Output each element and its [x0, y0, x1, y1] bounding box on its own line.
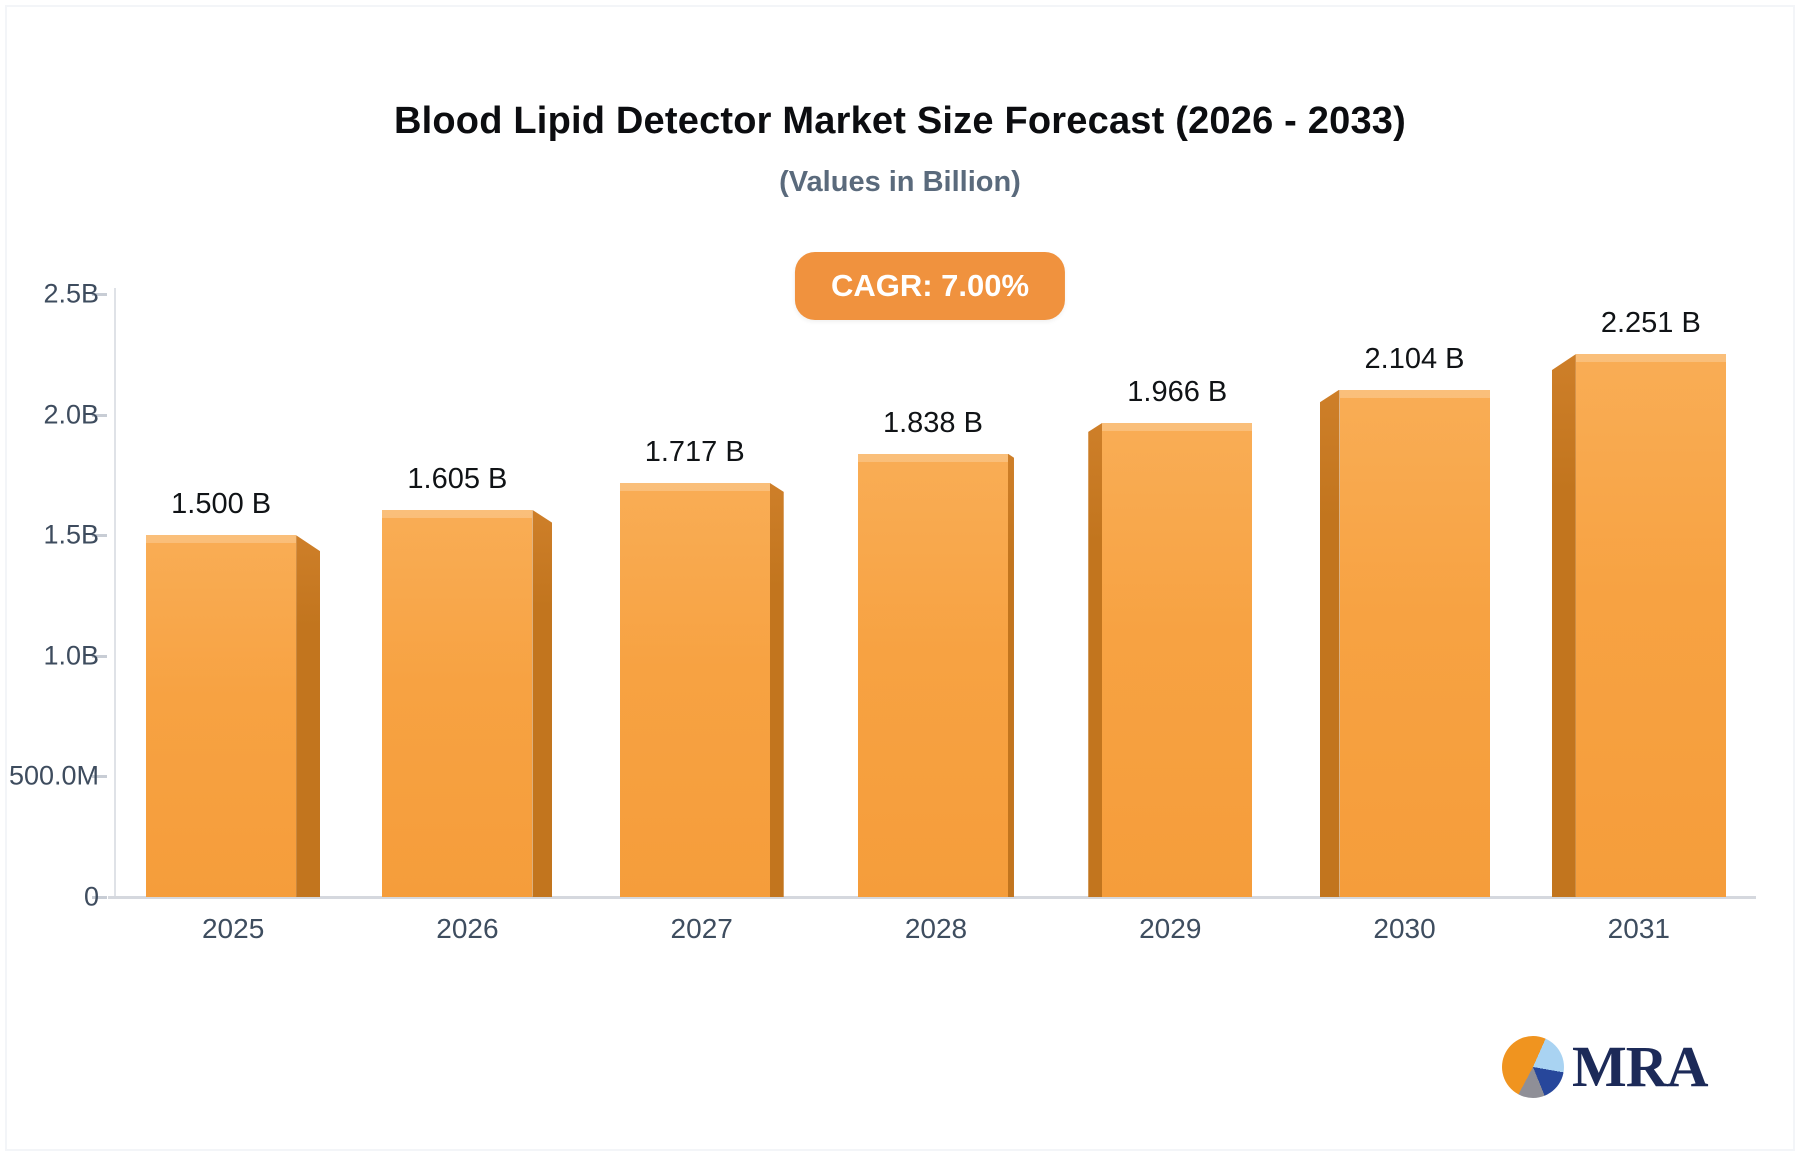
bar — [146, 535, 321, 897]
cagr-badge: CAGR: 7.00% — [794, 252, 1066, 320]
y-tick-mark — [92, 534, 107, 538]
bar — [1088, 422, 1253, 897]
bar-group: 1.500 B — [116, 294, 350, 897]
bar — [1551, 354, 1726, 897]
bar-value-label: 1.717 B — [644, 435, 745, 468]
bar — [1319, 389, 1490, 897]
y-tick-mark — [92, 775, 107, 779]
bar-face — [619, 482, 770, 897]
bar-group: 2.251 B — [1522, 294, 1756, 897]
bar-side-3d — [769, 482, 784, 897]
y-tick-label: 500.0M — [8, 760, 99, 791]
bar-value-label: 2.104 B — [1364, 342, 1465, 375]
y-tick-label: 2.0B — [43, 399, 99, 430]
chart-title: Blood Lipid Detector Market Size Forecas… — [394, 100, 1406, 142]
bar — [382, 509, 553, 897]
y-tick-mark — [92, 413, 107, 417]
bar-side-3d — [532, 509, 553, 897]
x-axis-label: 2030 — [1373, 913, 1436, 944]
bar-group: 1.966 B — [1053, 294, 1287, 897]
bar-value-label: 1.605 B — [407, 462, 508, 495]
bar-value-label: 2.251 B — [1600, 307, 1701, 340]
bar-group: 1.605 B — [350, 294, 584, 897]
y-tick-label: 1.5B — [43, 519, 99, 550]
logo-text: MRA — [1572, 1034, 1709, 1099]
bar-face — [1102, 422, 1253, 897]
x-axis-label: 2031 — [1607, 913, 1670, 944]
bar-side-3d — [1088, 422, 1103, 897]
bar-side-3d — [1551, 354, 1576, 897]
bar-face — [1575, 354, 1726, 897]
bar-group: 1.717 B — [585, 294, 819, 897]
bar-value-label: 1.966 B — [1127, 375, 1228, 408]
bar-face — [857, 453, 1008, 897]
chart-subtitle: (Values in Billion) — [779, 166, 1021, 198]
bars-row: 1.500 B 1.605 B 1.717 B 1.838 B 1.966 B 2.104… — [116, 294, 1756, 897]
bar-face — [382, 509, 533, 897]
brand-logo: MRA — [1502, 1034, 1709, 1099]
x-axis-label: 2025 — [201, 913, 265, 944]
x-axis-label: 2026 — [436, 913, 499, 944]
x-axis-label: 2027 — [670, 913, 733, 944]
y-tick-mark — [92, 293, 107, 296]
bar-group: 1.838 B — [819, 294, 1053, 897]
y-tick-label: 1.0B — [43, 640, 99, 671]
bar-side-3d — [1319, 389, 1340, 897]
y-tick-label: 2.5B — [43, 278, 99, 309]
y-axis-line — [114, 288, 116, 897]
bar-face — [146, 535, 297, 897]
bar — [619, 482, 784, 897]
x-axis-label: 2029 — [1139, 913, 1202, 944]
bar-side-3d — [296, 535, 321, 897]
bar-value-label: 1.500 B — [171, 488, 272, 521]
bar-face — [1339, 389, 1490, 897]
bar-side-3d — [1007, 453, 1014, 897]
pie-chart-icon — [1502, 1036, 1564, 1098]
y-tick-label: 0 — [83, 881, 99, 912]
bar-value-label: 1.838 B — [882, 406, 983, 439]
bar — [857, 453, 1014, 897]
y-tick-mark — [92, 896, 107, 899]
bar-group: 2.104 B — [1287, 294, 1521, 897]
y-tick-mark — [92, 654, 107, 658]
x-axis-baseline — [108, 896, 1756, 899]
plot-area: 0 500.0M 1.0B 1.5B 2.0B 2.5B 1.500 B 1.605 B 1.… — [9, 279, 1756, 944]
x-axis-labels: 2025 2026 2027 2028 2029 2030 2031 — [116, 913, 1756, 945]
x-axis-label: 2028 — [904, 913, 968, 944]
